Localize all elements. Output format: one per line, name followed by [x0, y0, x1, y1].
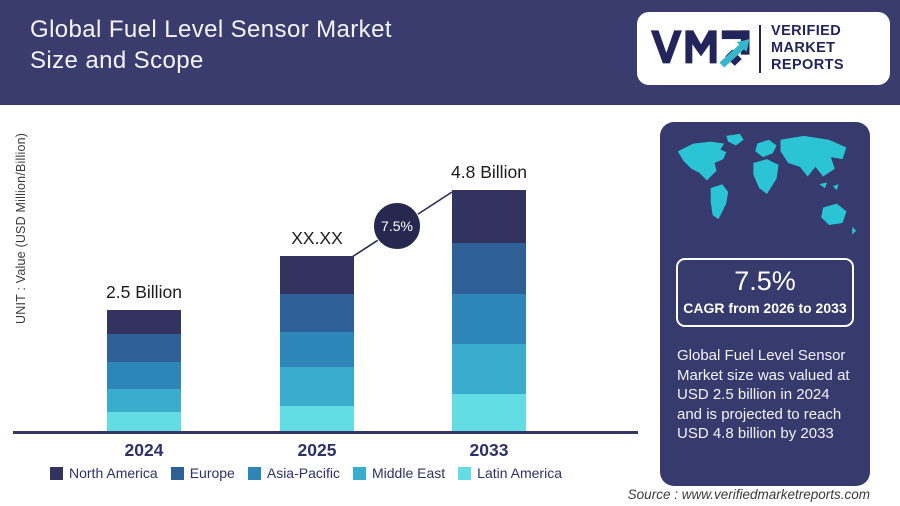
- x-axis-tick-label-2024: 2024: [124, 440, 164, 460]
- legend-swatch-europe: [170, 466, 184, 480]
- brand-line-1: VERIFIED: [771, 23, 842, 39]
- legend-swatch-north-america: [50, 466, 63, 480]
- bar-segment-asia-pacific: [107, 362, 181, 389]
- bar-segment-middle-east: [107, 388, 181, 412]
- bar-2024: [107, 310, 181, 431]
- chart-area: UNIT : Value (USD Million/Billion) 7.5% …: [0, 105, 660, 506]
- legend-label-north-america: North America: [69, 465, 158, 481]
- brand-line-3: REPORTS: [771, 57, 844, 73]
- legend-label-middle-east: Middle East: [372, 465, 446, 481]
- legend-swatch-asia-pacific: [247, 466, 261, 480]
- growth-rate-badge: 7.5%: [373, 202, 421, 250]
- legend-item-north-america: North America: [50, 465, 158, 481]
- vmr-logo-icon: [649, 20, 753, 77]
- world-map-graphic: [660, 130, 870, 256]
- bar-segment-europe: [107, 334, 181, 363]
- bar-segment-europe: [452, 243, 526, 295]
- bar-value-label-2033: 4.8 Billion: [451, 162, 527, 182]
- bar-value-label-2025: XX.XX: [291, 228, 343, 248]
- header-banner: Global Fuel Level Sensor Market Size and…: [0, 0, 900, 105]
- bar-segment-north-america: [107, 310, 181, 335]
- cagr-value: 7.5%: [734, 266, 796, 296]
- legend-item-latin-america: Latin America: [458, 465, 562, 481]
- legend-item-europe: Europe: [170, 465, 235, 481]
- bar-segment-asia-pacific: [452, 294, 526, 344]
- x-axis-tick-label-2025: 2025: [297, 440, 337, 460]
- source-attribution: Source : www.verifiedmarketreports.com: [627, 487, 870, 502]
- page-title-line2: Size and Scope: [30, 47, 204, 74]
- page-title: Global Fuel Level Sensor Market Size and…: [30, 14, 392, 76]
- bar-segment-north-america: [280, 256, 354, 294]
- bar-segment-middle-east: [280, 366, 354, 406]
- bar-segment-middle-east: [452, 343, 526, 394]
- bar-2033: [452, 190, 526, 431]
- legend-label-asia-pacific: Asia-Pacific: [266, 465, 340, 481]
- bar-segment-latin-america: [280, 405, 354, 431]
- summary-sidebar: 7.5% CAGR from 2026 to 2033 Global Fuel …: [660, 122, 870, 486]
- legend-item-middle-east: Middle East: [353, 465, 445, 481]
- bar-segment-europe: [280, 293, 354, 332]
- page-title-line1: Global Fuel Level Sensor Market: [30, 16, 392, 43]
- legend-swatch-latin-america: [458, 466, 472, 480]
- bar-segment-latin-america: [107, 411, 181, 431]
- market-summary-text: Global Fuel Level Sensor Market size was…: [677, 347, 850, 442]
- legend-label-europe: Europe: [189, 465, 235, 481]
- logo-divider: [759, 24, 761, 73]
- legend-item-asia-pacific: Asia-Pacific: [247, 465, 340, 481]
- x-axis-tick-label-2033: 2033: [469, 440, 509, 460]
- cagr-caption: CAGR from 2026 to 2033: [683, 300, 847, 316]
- bar-segment-asia-pacific: [280, 331, 354, 367]
- bar-segment-latin-america: [452, 393, 526, 431]
- bar-value-label-2024: 2.5 Billion: [106, 282, 182, 302]
- brand-line-2: MARKET: [771, 40, 836, 56]
- bar-2025: [280, 256, 354, 431]
- bar-segment-north-america: [452, 190, 526, 244]
- legend-label-latin-america: Latin America: [477, 465, 562, 481]
- cagr-box: 7.5% CAGR from 2026 to 2033: [676, 258, 854, 327]
- vmr-logo-box: VERIFIED MARKET REPORTS: [637, 12, 890, 85]
- legend-swatch-middle-east: [353, 466, 366, 480]
- chart-legend: North America Europe Asia-Pacific Middle Ea…: [50, 465, 562, 481]
- x-axis-line: [13, 431, 638, 434]
- brand-name: VERIFIED MARKET REPORTS: [771, 23, 844, 74]
